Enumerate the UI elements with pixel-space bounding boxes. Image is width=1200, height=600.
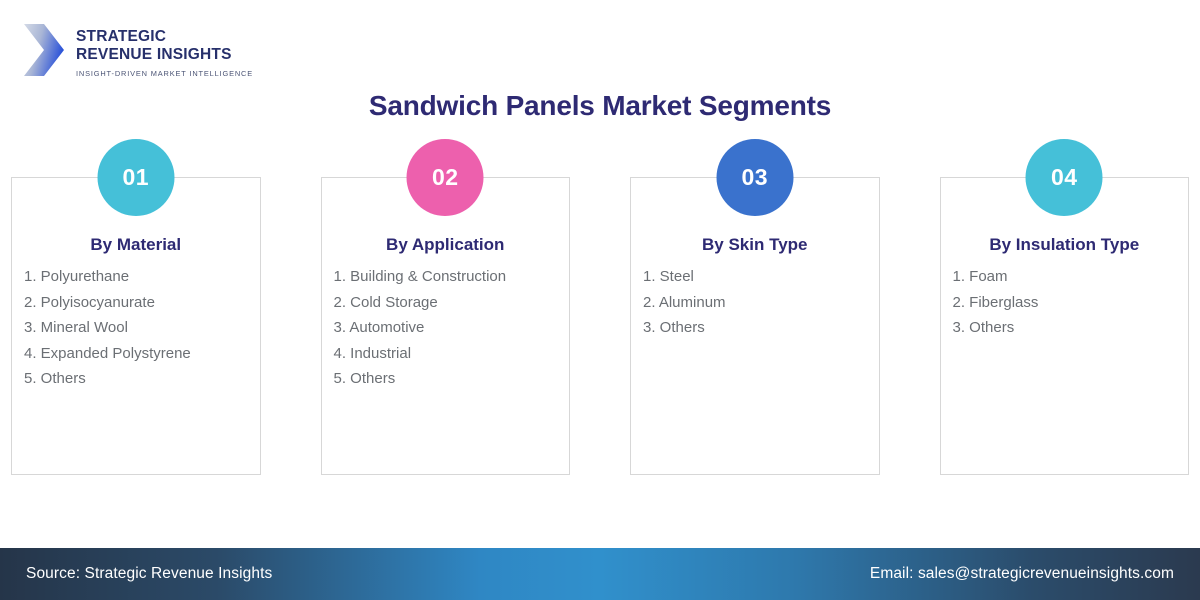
list-item: 4. Expanded Polystyrene (24, 344, 191, 362)
list-item: 4. Industrial (333, 344, 412, 362)
segment-badge-03: 03 (716, 139, 794, 216)
segment-title-material: By Material (90, 235, 182, 254)
list-item: 1. Building & Construction (333, 268, 507, 286)
segment-badge-01: 01 (97, 139, 175, 216)
logo-line-2: REVENUE INSIGHTS (76, 45, 232, 63)
brand-logo: STRATEGIC REVENUE INSIGHTS INSIGHT-DRIVE… (22, 22, 253, 78)
list-item: 3. Mineral Wool (24, 319, 128, 337)
page-title: Sandwich Panels Market Segments (368, 90, 832, 121)
segment-card-material: 01 By Material 1. Polyurethane 2. Polyis… (11, 139, 261, 475)
list-item: 2. Aluminum (643, 293, 726, 311)
list-item: 3. Others (643, 319, 705, 337)
list-item: 5. Others (24, 370, 86, 388)
list-item: 1. Polyurethane (24, 268, 130, 286)
segment-list-skin-type: 1. Steel 2. Aluminum 3. Others (631, 264, 879, 341)
list-item: 3. Automotive (333, 319, 425, 337)
list-item: 2. Polyisocyanurate (24, 293, 155, 311)
segment-title-skin-type: By Skin Type (702, 235, 808, 254)
footer-source: Source: Strategic Revenue Insights (26, 565, 273, 582)
footer-email: Email: sales@strategicrevenueinsights.co… (869, 565, 1174, 582)
logo-tagline: INSIGHT-DRIVEN MARKET INTELLIGENCE (76, 69, 254, 78)
list-item: 5. Others (333, 370, 396, 388)
segment-card-application: 02 By Application 1. Building & Construc… (320, 139, 570, 475)
chevron-right-logo-icon (24, 24, 64, 76)
footer-bar: Source: Strategic Revenue Insights Email… (0, 548, 1200, 600)
segment-card-insulation-type: 04 By Insulation Type 1. Foam 2. Fibergl… (939, 139, 1189, 475)
segment-list-insulation-type: 1. Foam 2. Fiberglass 3. Others (941, 264, 1189, 341)
segment-badge-04: 04 (1025, 139, 1103, 216)
logo-line-1: STRATEGIC (76, 28, 167, 45)
segment-badge-02: 02 (406, 139, 484, 216)
segment-title-insulation-type: By Insulation Type (989, 235, 1140, 254)
list-item: 1. Foam (952, 268, 1008, 286)
segment-list-application: 1. Building & Construction 2. Cold Stora… (322, 264, 570, 392)
list-item: 3. Others (952, 319, 1015, 337)
segment-card-row: 01 By Material 1. Polyurethane 2. Polyis… (11, 139, 1189, 475)
segment-card-skin-type: 03 By Skin Type 1. Steel 2. Aluminum 3. … (630, 139, 880, 475)
list-item: 2. Fiberglass (952, 293, 1039, 311)
segment-title-application: By Application (386, 235, 505, 254)
list-item: 2. Cold Storage (333, 293, 438, 311)
segment-list-material: 1. Polyurethane 2. Polyisocyanurate 3. M… (12, 264, 260, 392)
list-item: 1. Steel (643, 268, 694, 286)
